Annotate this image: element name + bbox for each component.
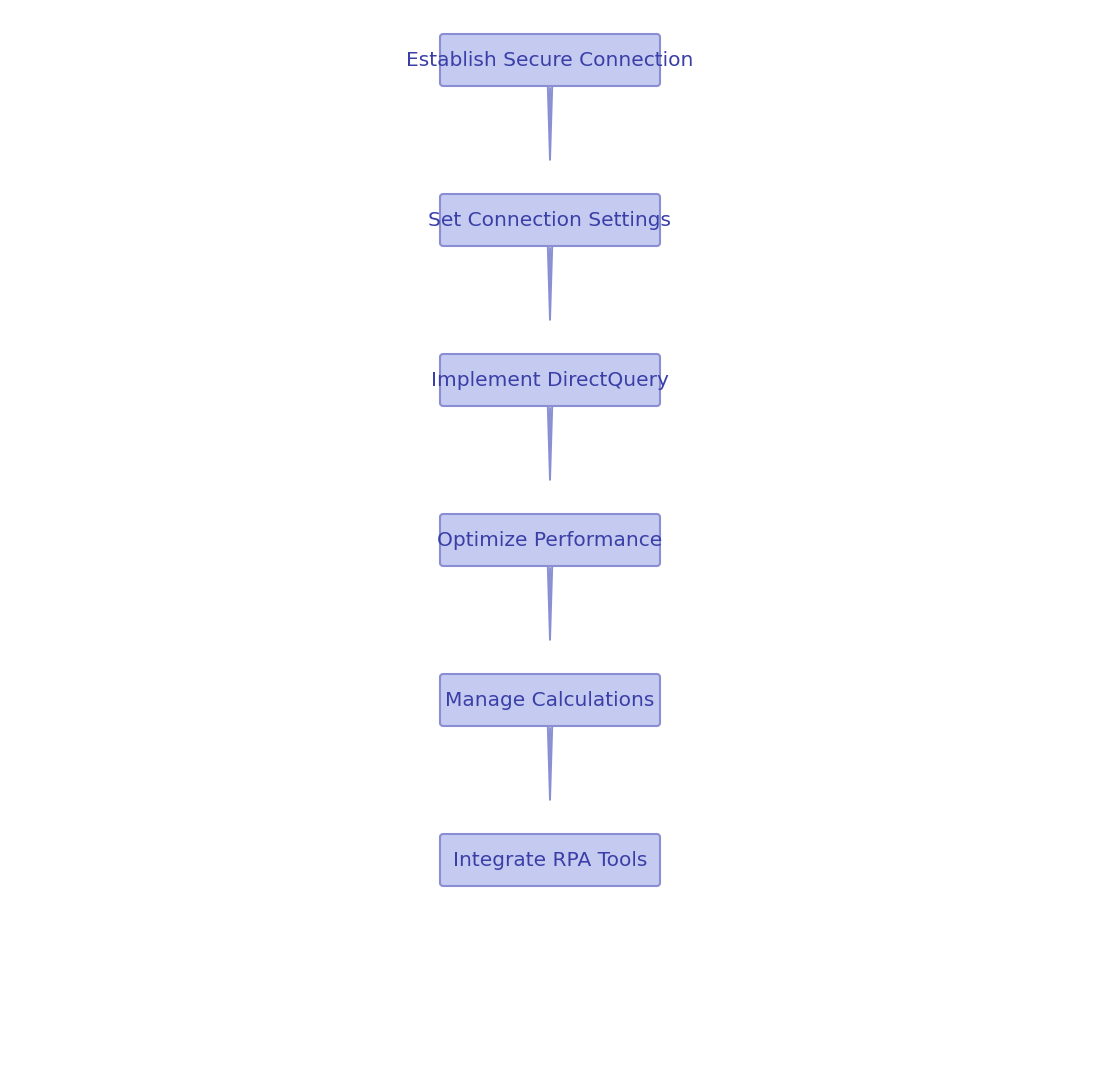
FancyBboxPatch shape — [440, 34, 660, 86]
Text: Establish Secure Connection: Establish Secure Connection — [407, 51, 693, 69]
FancyBboxPatch shape — [440, 194, 660, 246]
Text: Optimize Performance: Optimize Performance — [438, 531, 663, 549]
FancyBboxPatch shape — [440, 354, 660, 406]
Text: Set Connection Settings: Set Connection Settings — [429, 210, 672, 230]
FancyBboxPatch shape — [440, 674, 660, 726]
Text: Manage Calculations: Manage Calculations — [446, 691, 655, 709]
Text: Implement DirectQuery: Implement DirectQuery — [431, 370, 669, 390]
Text: Integrate RPA Tools: Integrate RPA Tools — [452, 850, 647, 870]
FancyBboxPatch shape — [440, 514, 660, 566]
FancyBboxPatch shape — [440, 834, 660, 886]
